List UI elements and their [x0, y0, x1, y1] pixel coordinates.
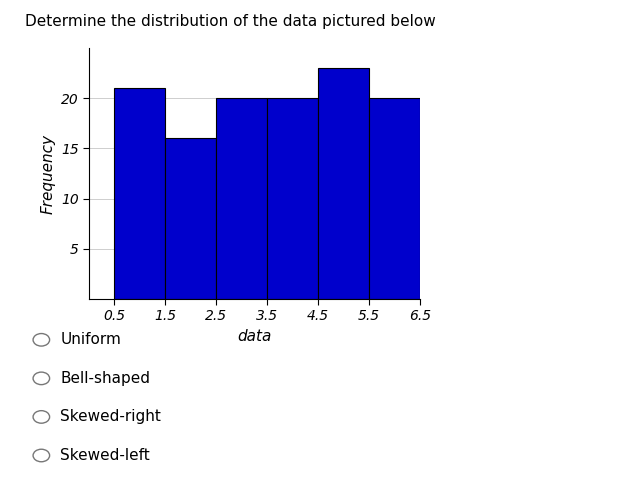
Text: Skewed-right: Skewed-right	[60, 409, 162, 425]
Text: Bell-shaped: Bell-shaped	[60, 371, 151, 386]
Bar	[165, 138, 216, 299]
X-axis label: data: data	[237, 329, 272, 344]
Bar	[369, 98, 420, 299]
Y-axis label: Frequency: Frequency	[40, 134, 55, 214]
Text: Uniform: Uniform	[60, 332, 121, 348]
Bar	[114, 88, 165, 299]
Bar	[216, 98, 267, 299]
Bar	[318, 68, 369, 299]
Text: Skewed-left: Skewed-left	[60, 448, 150, 463]
Bar	[267, 98, 318, 299]
Text: Determine the distribution of the data pictured below: Determine the distribution of the data p…	[25, 14, 436, 29]
